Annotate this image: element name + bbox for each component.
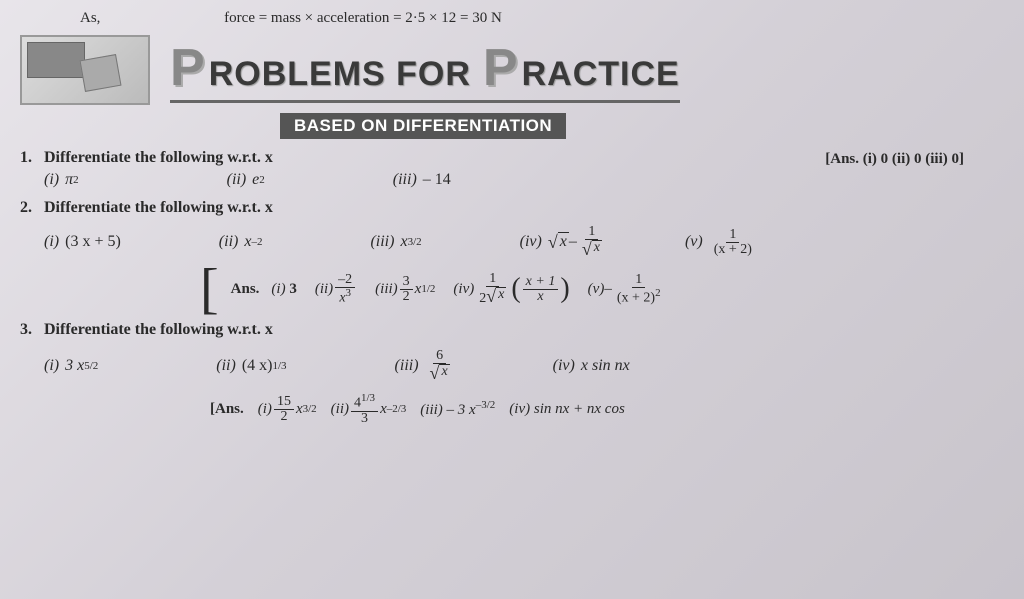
q2-number: 2. (20, 199, 32, 216)
q1-answer: [Ans. (i) 0 (ii) 0 (iii) 0] (825, 151, 964, 168)
q2-part-iii: (iii) x3/2 (370, 233, 421, 251)
q3-part-i: (i) 3 x5/2 (44, 357, 98, 375)
q1-part-ii: (ii) e2 (227, 171, 265, 189)
q3-a3: (iii) – 3 x–3/2 (420, 399, 495, 419)
q1-part-iii: (iii) – 14 (393, 171, 451, 189)
q1-part-i: (i) π2 (44, 171, 79, 189)
q2-part-v: (v) 1 (x + 2) (685, 228, 757, 257)
title-p-2: P (483, 38, 518, 98)
q3-ans-open: [Ans. (210, 401, 244, 418)
q1-stem: Differentiate the following w.r.t. x (44, 149, 273, 166)
title-row: P ROBLEMS FOR P RACTICE (170, 38, 680, 103)
question-2: 2. Differentiate the following w.r.t. x … (20, 199, 1004, 307)
title-roblems: ROBLEMS FOR (209, 55, 471, 94)
q2-part-iv: (iv) x – 1 x (520, 225, 607, 259)
question-3: 3. Differentiate the following w.r.t. x … (20, 321, 1004, 426)
q3-number: 3. (20, 321, 32, 338)
q3-stem-row: 3. Differentiate the following w.r.t. x (20, 321, 1004, 339)
q2-part-ii: (ii) x–2 (219, 233, 263, 251)
book-illustration-icon (20, 35, 150, 105)
q2-ans-items: (i) 3 (ii) –2 x3 (iii) 3 2 x1/2 (iv) (271, 272, 665, 306)
question-1: 1. Differentiate the following w.r.t. x … (20, 149, 1004, 189)
bracket-icon: [ (200, 271, 219, 307)
top-formula-line: As, force = mass × acceleration = 2·5 × … (20, 10, 1004, 27)
q2-part-i: (i) (3 x + 5) (44, 233, 121, 251)
q1-number: 1. (20, 149, 32, 166)
q2-a4: (iv) 1 2x ( x + 1 x ) (453, 272, 569, 306)
q2-answer-block: [ Ans. (i) 3 (ii) –2 x3 (iii) 3 2 x1/2 (200, 271, 1004, 307)
force-formula: force = mass × acceleration = 2·5 × 12 =… (224, 10, 502, 26)
q3-a2: (ii) 41/3 3 x–2/3 (331, 393, 407, 426)
q1-stem-row: 1. Differentiate the following w.r.t. x … (20, 149, 1004, 167)
q3-part-ii: (ii) (4 x)1/3 (216, 357, 286, 375)
q3-stem: Differentiate the following w.r.t. x (44, 321, 273, 338)
q2-parts: (i) (3 x + 5) (ii) x–2 (iii) x3/2 (iv) x… (44, 225, 1004, 259)
q3-a1: (i) 15 2 x3/2 (258, 395, 317, 424)
q3-part-iii: (iii) 6 x (395, 349, 455, 383)
q1-parts: (i) π2 (ii) e2 (iii) – 14 (44, 171, 1004, 189)
header-section: P ROBLEMS FOR P RACTICE (20, 35, 1004, 105)
subtitle-bar: BASED ON DIFFERENTIATION (280, 113, 566, 139)
q3-a4: (iv) sin nx + nx cos (509, 401, 625, 418)
q2-a2: (ii) –2 x3 (315, 273, 357, 306)
q2-stem-row: 2. Differentiate the following w.r.t. x (20, 199, 1004, 217)
subtitle-container: BASED ON DIFFERENTIATION (20, 107, 1004, 139)
ans-prefix: Ans. (231, 281, 260, 298)
title-p-1: P (170, 38, 205, 98)
q2-a1: (i) 3 (271, 281, 296, 298)
q3-parts: (i) 3 x5/2 (ii) (4 x)1/3 (iii) 6 x (iv) … (44, 349, 1004, 383)
q2-stem: Differentiate the following w.r.t. x (44, 199, 273, 216)
q3-part-iv: (iv) x sin nx (553, 357, 630, 375)
title-ractice: RACTICE (522, 55, 680, 94)
q2-a5: (v) – 1 (x + 2)2 (588, 273, 666, 306)
q2-a3: (iii) 3 2 x1/2 (375, 275, 435, 304)
q3-answer-block: [Ans. (i) 15 2 x3/2 (ii) 41/3 3 x–2/3 (i… (210, 393, 1004, 426)
as-label: As, (80, 10, 100, 26)
